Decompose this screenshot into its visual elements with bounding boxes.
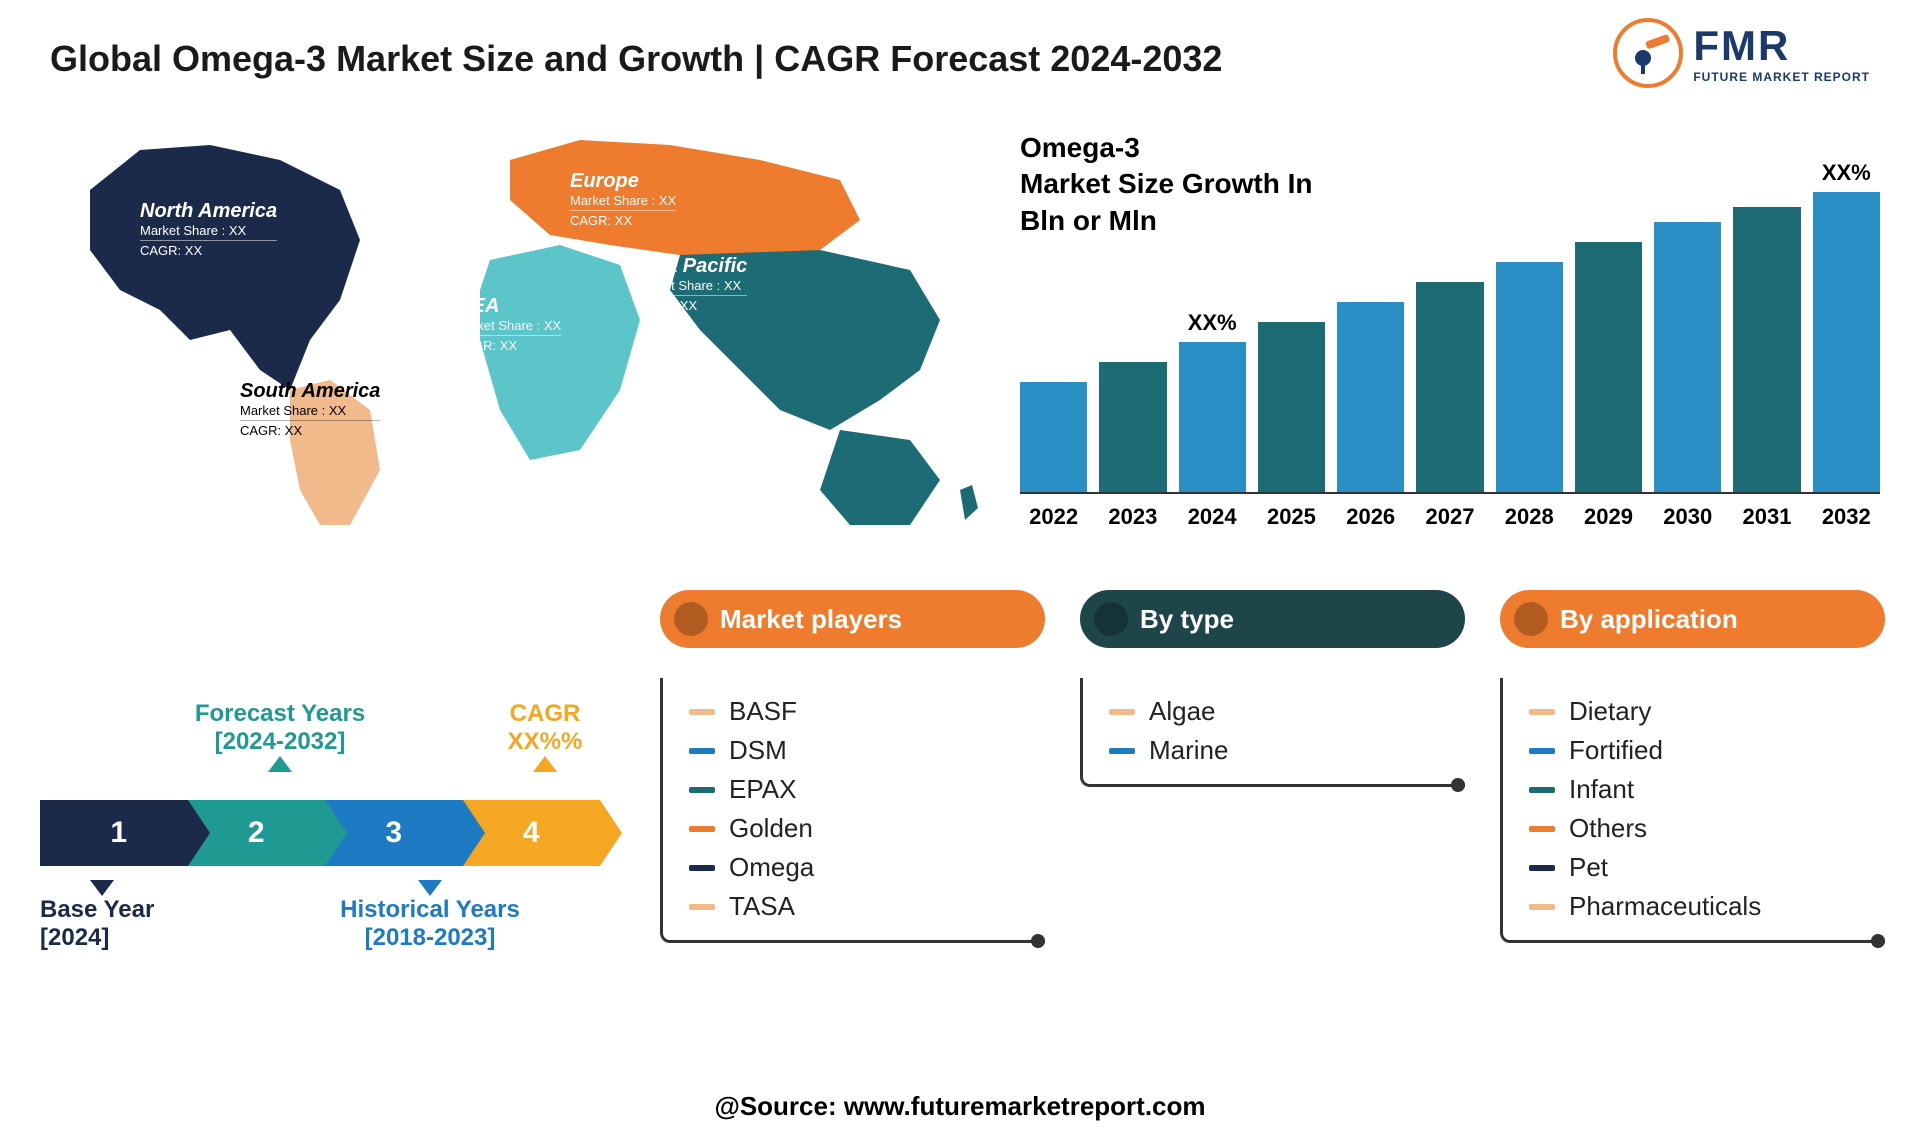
bar-2030 xyxy=(1654,222,1721,492)
xaxis-label: 2025 xyxy=(1258,504,1325,530)
list-item: TASA xyxy=(689,887,1045,926)
xaxis-label: 2029 xyxy=(1575,504,1642,530)
list-item: DSM xyxy=(689,731,1045,770)
logo-text-main: FMR xyxy=(1693,22,1870,70)
xaxis-label: 2028 xyxy=(1496,504,1563,530)
list-item: Omega xyxy=(689,848,1045,887)
panel-type: By type AlgaeMarine xyxy=(1080,590,1465,787)
bar-2027 xyxy=(1416,282,1483,492)
bar-2031 xyxy=(1733,207,1800,492)
region-label-na: North AmericaMarket Share : XXCAGR: XX xyxy=(140,200,277,258)
panel-body-application: DietaryFortifiedInfantOthersPetPharmaceu… xyxy=(1500,678,1885,943)
bar-2029 xyxy=(1575,242,1642,492)
timeline-segment-1: 1 xyxy=(40,800,188,866)
forecast-label: Forecast Years [2024-2032] xyxy=(190,700,370,772)
bar-2028 xyxy=(1496,262,1563,492)
list-item: Marine xyxy=(1109,731,1465,770)
list-item: BASF xyxy=(689,692,1045,731)
list-item: Pharmaceuticals xyxy=(1529,887,1885,926)
panel-application: By application DietaryFortifiedInfantOthe… xyxy=(1500,590,1885,943)
xaxis-label: 2030 xyxy=(1654,504,1721,530)
page-title: Global Omega-3 Market Size and Growth | … xyxy=(50,38,1222,80)
bar-2025 xyxy=(1258,322,1325,492)
panel-header-players: Market players xyxy=(660,590,1045,648)
region-label-sa: South AmericaMarket Share : XXCAGR: XX xyxy=(240,380,380,438)
bar-2032: XX% xyxy=(1813,192,1880,492)
xaxis-label: 2026 xyxy=(1337,504,1404,530)
panel-body-players: BASFDSMEPAXGoldenOmegaTASA xyxy=(660,678,1045,943)
region-label-ap: Asia PacificMarket Share : XXCAGR: XX xyxy=(635,255,747,313)
panel-header-type: By type xyxy=(1080,590,1465,648)
xaxis-label: 2027 xyxy=(1416,504,1483,530)
region-label-eu: EuropeMarket Share : XXCAGR: XX xyxy=(570,170,676,228)
list-item: EPAX xyxy=(689,770,1045,809)
xaxis-label: 2023 xyxy=(1099,504,1166,530)
bar-chart: Omega-3 Market Size Growth In Bln or Mln… xyxy=(1020,130,1880,530)
xaxis-label: 2031 xyxy=(1733,504,1800,530)
xaxis-label: 2032 xyxy=(1813,504,1880,530)
list-item: Others xyxy=(1529,809,1885,848)
list-item: Fortified xyxy=(1529,731,1885,770)
world-map: North AmericaMarket Share : XXCAGR: XX So… xyxy=(60,130,980,530)
xaxis-label: 2022 xyxy=(1020,504,1087,530)
telescope-icon xyxy=(1613,18,1683,88)
list-item: Golden xyxy=(689,809,1045,848)
list-item: Algae xyxy=(1109,692,1465,731)
bar-2023 xyxy=(1099,362,1166,492)
panel-header-application: By application xyxy=(1500,590,1885,648)
bar-2022 xyxy=(1020,382,1087,492)
list-item: Infant xyxy=(1529,770,1885,809)
fmr-logo: FMR FUTURE MARKET REPORT xyxy=(1613,18,1870,88)
source-attribution: @Source: www.futuremarketreport.com xyxy=(714,1091,1205,1122)
bar-2024: XX% xyxy=(1179,342,1246,492)
region-label-mea: MEAMarket Share : XXCAGR: XX xyxy=(455,295,561,353)
historical-label: Historical Years [2018-2023] xyxy=(310,880,550,952)
panel-body-type: AlgaeMarine xyxy=(1080,678,1465,787)
bar-2026 xyxy=(1337,302,1404,492)
list-item: Dietary xyxy=(1529,692,1885,731)
logo-text-sub: FUTURE MARKET REPORT xyxy=(1693,70,1870,84)
cagr-label: CAGR XX%% xyxy=(470,700,620,772)
list-item: Pet xyxy=(1529,848,1885,887)
base-year-label: Base Year [2024] xyxy=(40,880,200,952)
xaxis-label: 2024 xyxy=(1179,504,1246,530)
panel-players: Market players BASFDSMEPAXGoldenOmegaTASA xyxy=(660,590,1045,943)
